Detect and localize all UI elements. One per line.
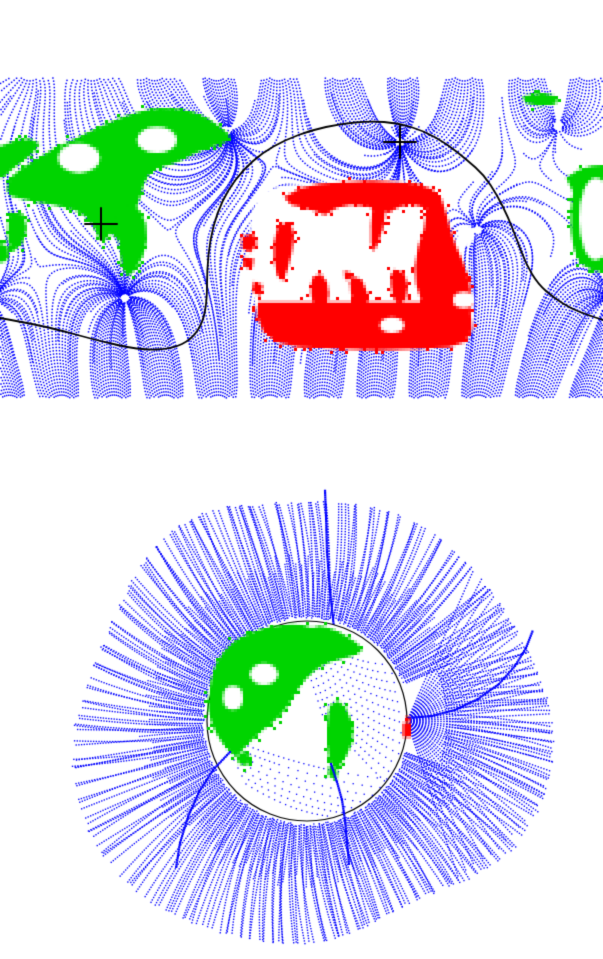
- map-panel: [0, 60, 603, 412]
- globe-panel: [0, 430, 603, 959]
- globe-field-lines-canvas: [0, 430, 603, 959]
- world-map-field-lines-canvas: [0, 60, 603, 412]
